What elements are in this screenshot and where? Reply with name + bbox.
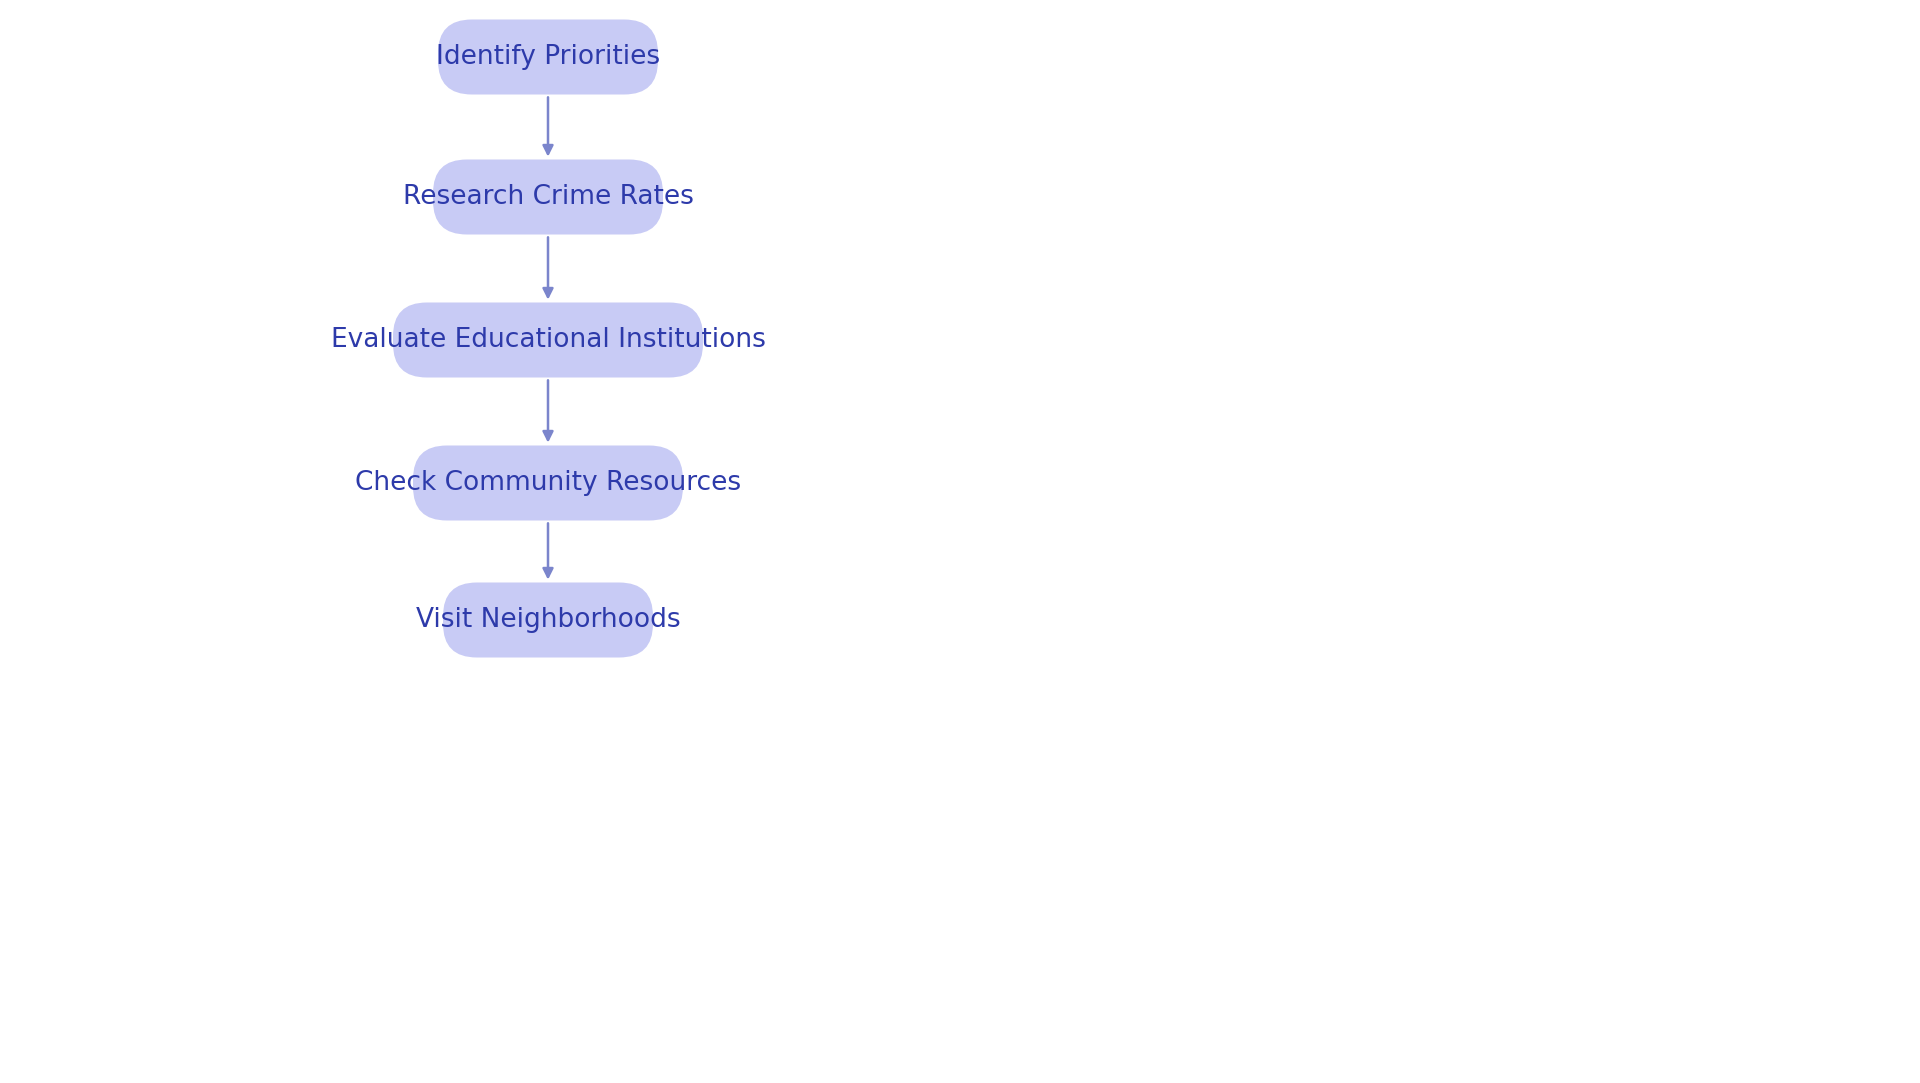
Text: Visit Neighborhoods: Visit Neighborhoods [417, 606, 680, 632]
Text: Evaluate Educational Institutions: Evaluate Educational Institutions [330, 327, 766, 353]
Text: Research Crime Rates: Research Crime Rates [403, 184, 693, 210]
FancyBboxPatch shape [434, 159, 662, 235]
FancyBboxPatch shape [394, 302, 703, 378]
Text: Check Community Resources: Check Community Resources [355, 470, 741, 496]
Text: Identify Priorities: Identify Priorities [436, 44, 660, 70]
FancyBboxPatch shape [438, 19, 659, 94]
FancyBboxPatch shape [413, 445, 684, 521]
FancyBboxPatch shape [444, 583, 653, 657]
